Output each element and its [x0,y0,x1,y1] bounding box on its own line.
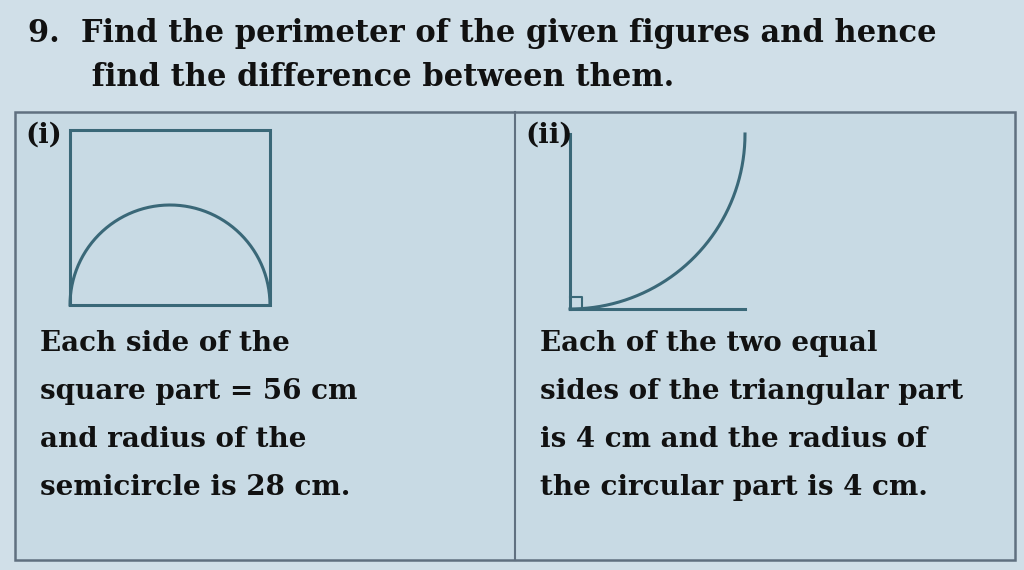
Text: sides of the triangular part: sides of the triangular part [540,378,964,405]
Bar [70,130,270,305]
Text: the circular part is 4 cm.: the circular part is 4 cm. [540,474,928,501]
Text: and radius of the: and radius of the [40,426,306,453]
Text: semicircle is 28 cm.: semicircle is 28 cm. [40,474,350,501]
Text: Each side of the: Each side of the [40,330,290,357]
Text: square part = 56 cm: square part = 56 cm [40,378,357,405]
Text: Each of the two equal: Each of the two equal [540,330,878,357]
Text: 9.  Find the perimeter of the given figures and hence: 9. Find the perimeter of the given figur… [28,18,937,49]
Text: find the difference between them.: find the difference between them. [28,62,674,93]
Bar [15,112,1015,560]
Text: (i): (i) [25,122,61,149]
Text: is 4 cm and the radius of: is 4 cm and the radius of [540,426,927,453]
Text: (ii): (ii) [525,122,572,149]
